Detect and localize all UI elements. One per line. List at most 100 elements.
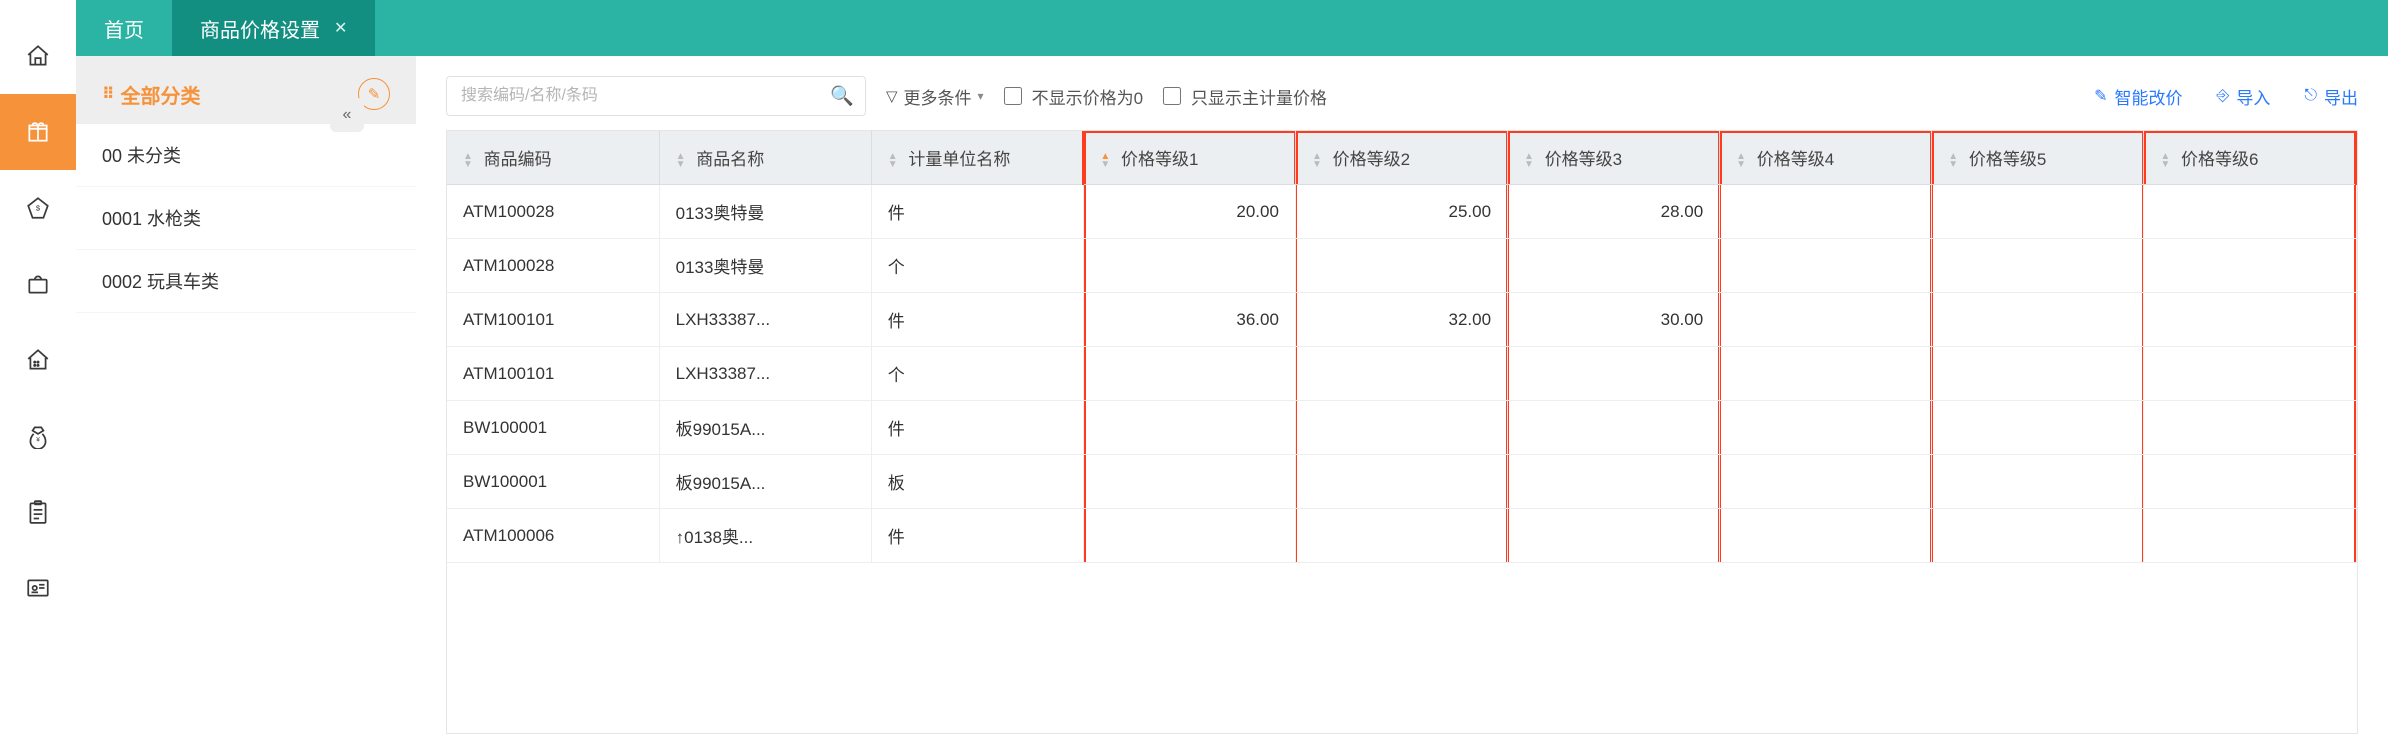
col-header-code-label: 商品编码: [484, 150, 552, 169]
col-header-code[interactable]: ▲ ▼ 商品编码: [447, 131, 659, 185]
export-icon: ⎋: [2304, 87, 2317, 105]
col-header-price1-label: 价格等级1: [1121, 150, 1198, 169]
tab-close-icon[interactable]: ✕: [334, 18, 347, 38]
tab-home-label: 首页: [104, 14, 144, 43]
sort-icon-name: ▲ ▼: [676, 153, 686, 169]
category-item-1[interactable]: 0001 水枪类: [76, 187, 416, 250]
cell-price3-4: [1508, 401, 1720, 455]
rail-id-card-button[interactable]: [0, 550, 76, 626]
export-button[interactable]: ⎋ 导出: [2304, 84, 2358, 109]
cell-price5-4: [1932, 401, 2144, 455]
table-row-4[interactable]: BW100001 板99015A... 件: [447, 401, 2356, 455]
tab-price-settings-label: 商品价格设置: [200, 14, 320, 43]
smart-price-label: 智能改价: [2115, 84, 2183, 109]
table-row-5[interactable]: BW100001 板99015A... 板: [447, 455, 2356, 509]
cell-price5-5: [1932, 455, 2144, 509]
col-header-name[interactable]: ▲ ▼ 商品名称: [659, 131, 871, 185]
cell-price4-3: [1720, 347, 1932, 401]
svg-text:$: $: [36, 204, 41, 213]
rail-gift-button[interactable]: [0, 94, 76, 170]
collapse-sidebar-button[interactable]: «: [330, 98, 364, 132]
all-categories-button[interactable]: ⠿ 全部分类: [102, 80, 201, 109]
content-panel: 🔍 ▽ 更多条件 ▾ 不显示价格为0 只显示主计量价格: [416, 56, 2388, 734]
svg-text:¥: ¥: [36, 436, 40, 443]
col-header-unit[interactable]: ▲ ▼ 计量单位名称: [871, 131, 1083, 185]
table-row-2[interactable]: ATM100101 LXH33387... 件 36.00 32.00 30.0…: [447, 293, 2356, 347]
table-row-0[interactable]: ATM100028 0133奥特曼 件 20.00 25.00 28.00: [447, 185, 2356, 239]
col-header-price4[interactable]: ▲ ▼ 价格等级4: [1720, 131, 1932, 185]
cell-price1-1: [1083, 239, 1295, 293]
category-sidebar: ⠿ 全部分类 ✎ 00 未分类 0001 水枪类 0002 玩具车类: [76, 56, 416, 734]
rail-price-tag-button[interactable]: $: [0, 170, 76, 246]
checkbox-main-unit-only-label: 只显示主计量价格: [1191, 84, 1327, 109]
table-scroll-container[interactable]: ▲ ▼ 商品编码 ▲ ▼ 商品名称 ▲ ▼ 计量单位名称: [446, 130, 2358, 734]
checkbox-main-unit-only[interactable]: 只显示主计量价格: [1163, 84, 1327, 109]
import-button[interactable]: ⎆ 导入: [2217, 84, 2271, 109]
col-header-unit-label: 计量单位名称: [908, 150, 1010, 169]
rail-home-button[interactable]: [0, 18, 76, 94]
table-row-6[interactable]: ATM100006 ↑0138奥... 件: [447, 509, 2356, 563]
col-header-price5[interactable]: ▲ ▼ 价格等级5: [1932, 131, 2144, 185]
col-header-price1[interactable]: ▲ ▼ 价格等级1: [1083, 131, 1295, 185]
rail-clipboard-button[interactable]: [0, 474, 76, 550]
cell-price6-3: [2144, 347, 2356, 401]
cell-price6-4: [2144, 401, 2356, 455]
search-icon[interactable]: 🔍: [830, 84, 854, 108]
cell-price6-6: [2144, 509, 2356, 563]
cell-price1-6: [1083, 509, 1295, 563]
cell-code-6: ATM100006: [447, 509, 659, 563]
cell-price3-3: [1508, 347, 1720, 401]
sort-icon-code: ▲ ▼: [463, 153, 473, 169]
tab-price-settings[interactable]: 商品价格设置 ✕: [172, 0, 375, 56]
tab-bar: 首页 商品价格设置 ✕: [76, 0, 2388, 56]
rail-money-bag-button[interactable]: ¥: [0, 398, 76, 474]
col-header-price3[interactable]: ▲ ▼ 价格等级3: [1508, 131, 1720, 185]
smart-price-button[interactable]: ✎ 智能改价: [2094, 84, 2182, 109]
toolbar-row: 🔍 ▽ 更多条件 ▾ 不显示价格为0 只显示主计量价格: [446, 56, 2358, 130]
more-conditions-label: 更多条件: [904, 84, 972, 109]
cell-price1-3: [1083, 347, 1295, 401]
col-header-price5-label: 价格等级5: [1969, 150, 2046, 169]
cell-unit-1: 个: [871, 239, 1083, 293]
cell-unit-2: 件: [871, 293, 1083, 347]
more-conditions-button[interactable]: ▽ 更多条件 ▾: [886, 84, 984, 109]
cell-price2-5: [1295, 455, 1507, 509]
search-input[interactable]: [446, 76, 866, 116]
category-item-2[interactable]: 0002 玩具车类: [76, 250, 416, 313]
table-row-3[interactable]: ATM100101 LXH33387... 个: [447, 347, 2356, 401]
col-header-price6-label: 价格等级6: [2181, 150, 2258, 169]
table-row-1[interactable]: ATM100028 0133奥特曼 个: [447, 239, 2356, 293]
cell-price3-0: 28.00: [1508, 185, 1720, 239]
app-root: $ ¥ 首页 商品价格设置 ✕: [0, 0, 2388, 734]
cell-code-2: ATM100101: [447, 293, 659, 347]
icon-rail: $ ¥: [0, 0, 76, 734]
rail-bag-button[interactable]: [0, 246, 76, 322]
cell-name-2: LXH33387...: [659, 293, 871, 347]
category-item-0[interactable]: 00 未分类: [76, 124, 416, 187]
chevron-down-icon: ▾: [978, 89, 984, 103]
cell-price2-1: [1295, 239, 1507, 293]
cell-price3-2: 30.00: [1508, 293, 1720, 347]
price-table: ▲ ▼ 商品编码 ▲ ▼ 商品名称 ▲ ▼ 计量单位名称: [447, 131, 2357, 563]
main-column: 首页 商品价格设置 ✕ ⠿ 全部分类 ✎ 00 未分类 0: [76, 0, 2388, 734]
checkbox-hide-zero[interactable]: 不显示价格为0: [1004, 84, 1143, 109]
cell-unit-6: 件: [871, 509, 1083, 563]
edit-icon: ✎: [2094, 86, 2107, 106]
col-header-price2[interactable]: ▲ ▼ 价格等级2: [1295, 131, 1507, 185]
rail-building-button[interactable]: [0, 322, 76, 398]
cell-price6-1: [2144, 239, 2356, 293]
tab-home[interactable]: 首页: [76, 0, 172, 56]
sort-icon-price4: ▲ ▼: [1736, 153, 1746, 169]
table-body: ATM100028 0133奥特曼 件 20.00 25.00 28.00: [447, 185, 2356, 563]
cell-code-4: BW100001: [447, 401, 659, 455]
cell-price5-0: [1932, 185, 2144, 239]
cell-code-3: ATM100101: [447, 347, 659, 401]
import-label: 导入: [2236, 84, 2270, 109]
cell-code-5: BW100001: [447, 455, 659, 509]
cell-price5-3: [1932, 347, 2144, 401]
category-header: ⠿ 全部分类 ✎: [76, 56, 416, 124]
col-header-price6[interactable]: ▲ ▼ 价格等级6: [2144, 131, 2356, 185]
cell-price1-5: [1083, 455, 1295, 509]
action-links: ✎ 智能改价 ⎆ 导入 ⎋ 导出: [2094, 84, 2358, 109]
cell-unit-3: 个: [871, 347, 1083, 401]
